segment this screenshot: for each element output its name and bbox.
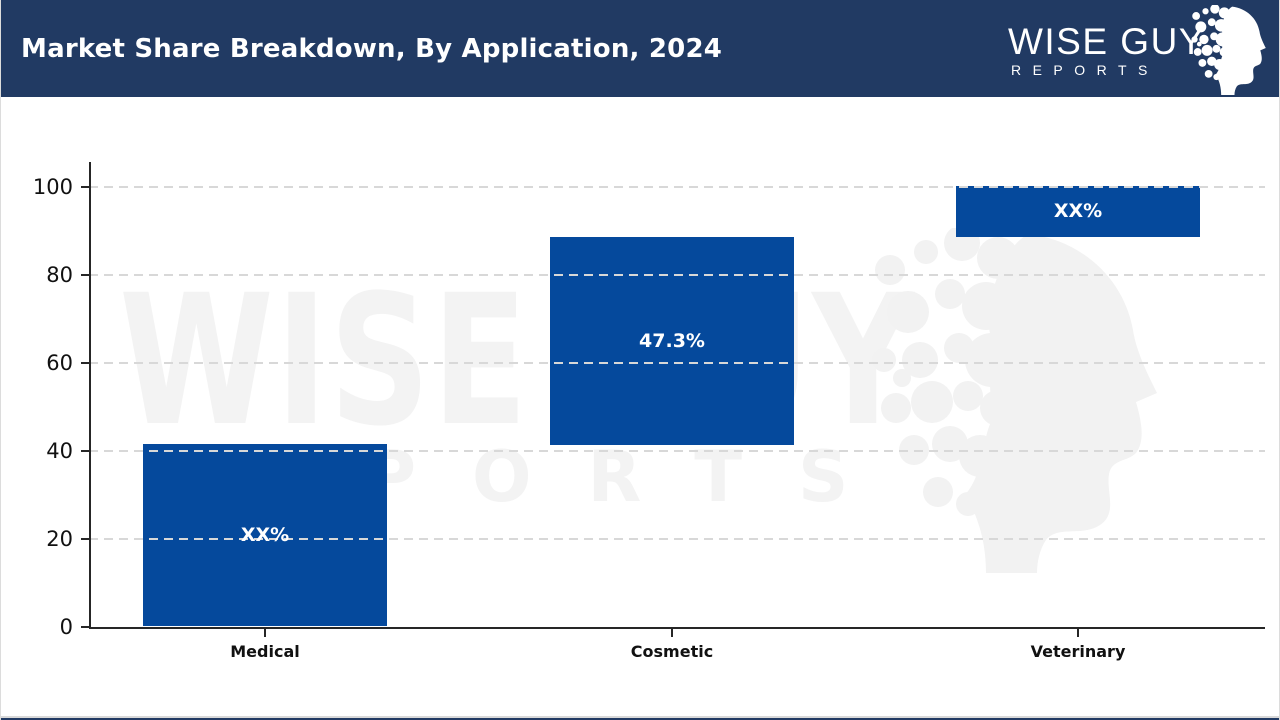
logo-subtext: REPORTS xyxy=(1010,62,1159,78)
wiseguy-logo: WISE GUY REPORTS xyxy=(1008,4,1269,96)
y-tick-label-20: 20 xyxy=(46,526,73,551)
gridline-y-20 xyxy=(89,537,1265,540)
x-tick-cosmetic xyxy=(671,628,673,637)
bar-cosmetic xyxy=(550,237,794,445)
y-tick-label-60: 60 xyxy=(46,350,73,375)
x-tick-veterinary xyxy=(1077,628,1079,637)
y-tick-0 xyxy=(81,625,89,628)
x-axis-spine xyxy=(89,626,1265,629)
gridline-y-60 xyxy=(89,361,1265,364)
y-tick-60 xyxy=(81,361,89,364)
gridline-y-80 xyxy=(89,273,1265,276)
bar-value-label-veterinary: XX% xyxy=(1053,200,1103,223)
y-axis-spine xyxy=(89,162,91,629)
watermark-wordmark: WISE GUY xyxy=(119,257,916,466)
bottom-gray-line xyxy=(1,716,1279,718)
logo-head-icon xyxy=(1191,5,1266,95)
y-tick-80 xyxy=(81,273,89,276)
bottom-navy-line xyxy=(1,718,1279,720)
logo-text: WISE GUY REPORTS xyxy=(1008,23,1205,77)
watermark-subtext: REPORTS xyxy=(151,436,905,518)
gridline-y-100 xyxy=(89,186,1265,188)
bar-value-label-cosmetic: 47.3% xyxy=(639,329,705,352)
watermark-head-icon xyxy=(872,228,1157,573)
y-tick-label-100: 100 xyxy=(32,175,73,199)
y-tick-label-80: 80 xyxy=(46,262,73,287)
bar-medical xyxy=(143,444,387,627)
gridline-y-40 xyxy=(89,449,1265,452)
y-tick-40 xyxy=(81,449,89,452)
y-tick-label-0: 0 xyxy=(59,614,73,639)
y-tick-20 xyxy=(81,537,89,540)
x-tick-medical xyxy=(264,628,266,637)
header: Market Share Breakdown, By Application, … xyxy=(1,0,1279,97)
x-tick-label-medical: Medical xyxy=(230,641,300,661)
logo-wordmark: WISE GUY xyxy=(1007,21,1205,62)
x-tick-label-veterinary: Veterinary xyxy=(1030,641,1126,661)
x-tick-label-cosmetic: Cosmetic xyxy=(630,641,714,661)
y-tick-label-40: 40 xyxy=(46,438,73,463)
bar-value-label-medical: XX% xyxy=(240,524,290,547)
page-title: Market Share Breakdown, By Application, … xyxy=(21,33,723,64)
y-tick-100 xyxy=(81,186,89,188)
bar-veterinary xyxy=(956,185,1200,237)
